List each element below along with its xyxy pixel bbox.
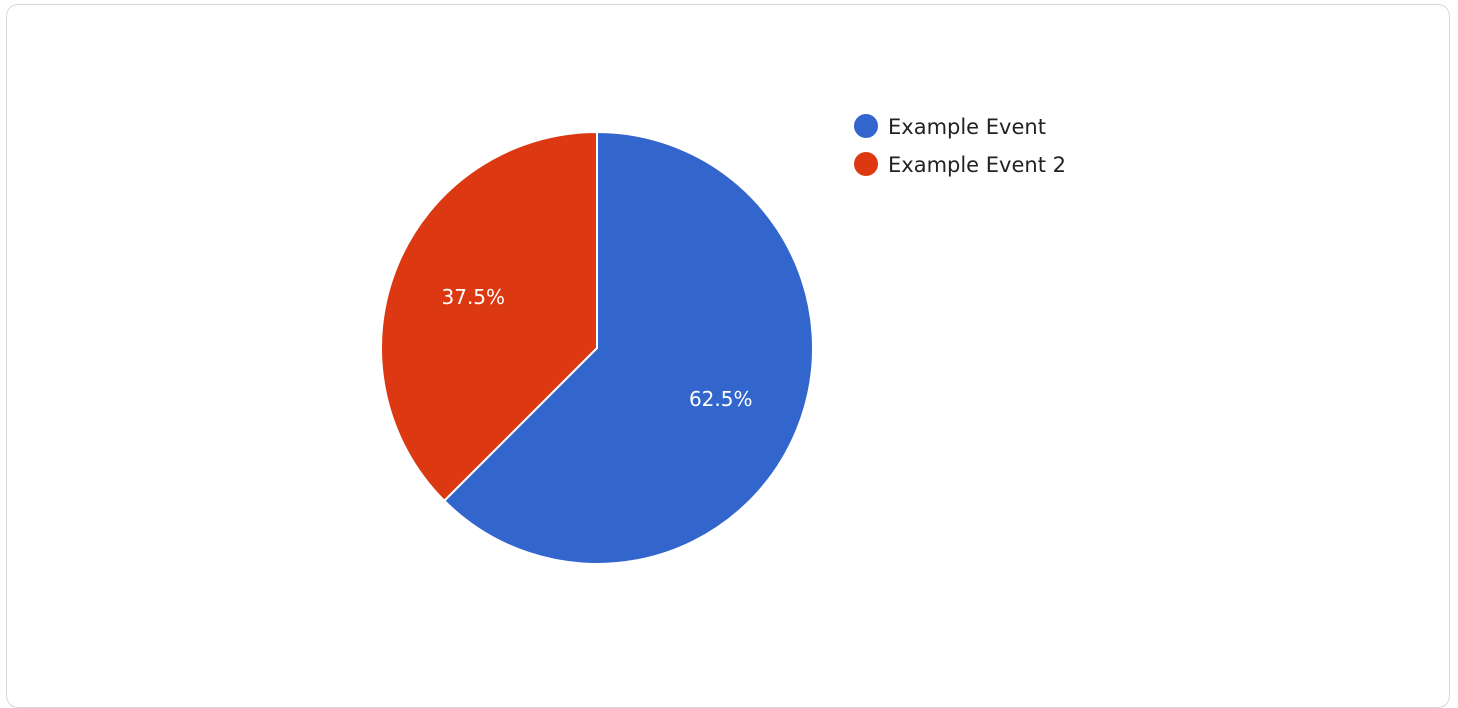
pie-slice-2[interactable] (380, 130, 598, 503)
legend-label: Example Event 2 (888, 153, 1066, 177)
slice-labels: 62.5% 37.5% (442, 285, 753, 411)
pie-slices (380, 130, 814, 565)
pie-slice-1[interactable] (442, 130, 814, 565)
slice-label-2: 37.5% (442, 285, 506, 309)
legend: Example Event Example Event 2 (854, 114, 1066, 177)
slice-label-1: 62.5% (689, 387, 753, 411)
legend-item-1[interactable]: Example Event (854, 114, 1046, 139)
legend-item-2[interactable]: Example Event 2 (854, 152, 1066, 177)
legend-swatch (854, 114, 878, 138)
legend-label: Example Event (888, 115, 1046, 139)
legend-swatch (854, 152, 878, 176)
